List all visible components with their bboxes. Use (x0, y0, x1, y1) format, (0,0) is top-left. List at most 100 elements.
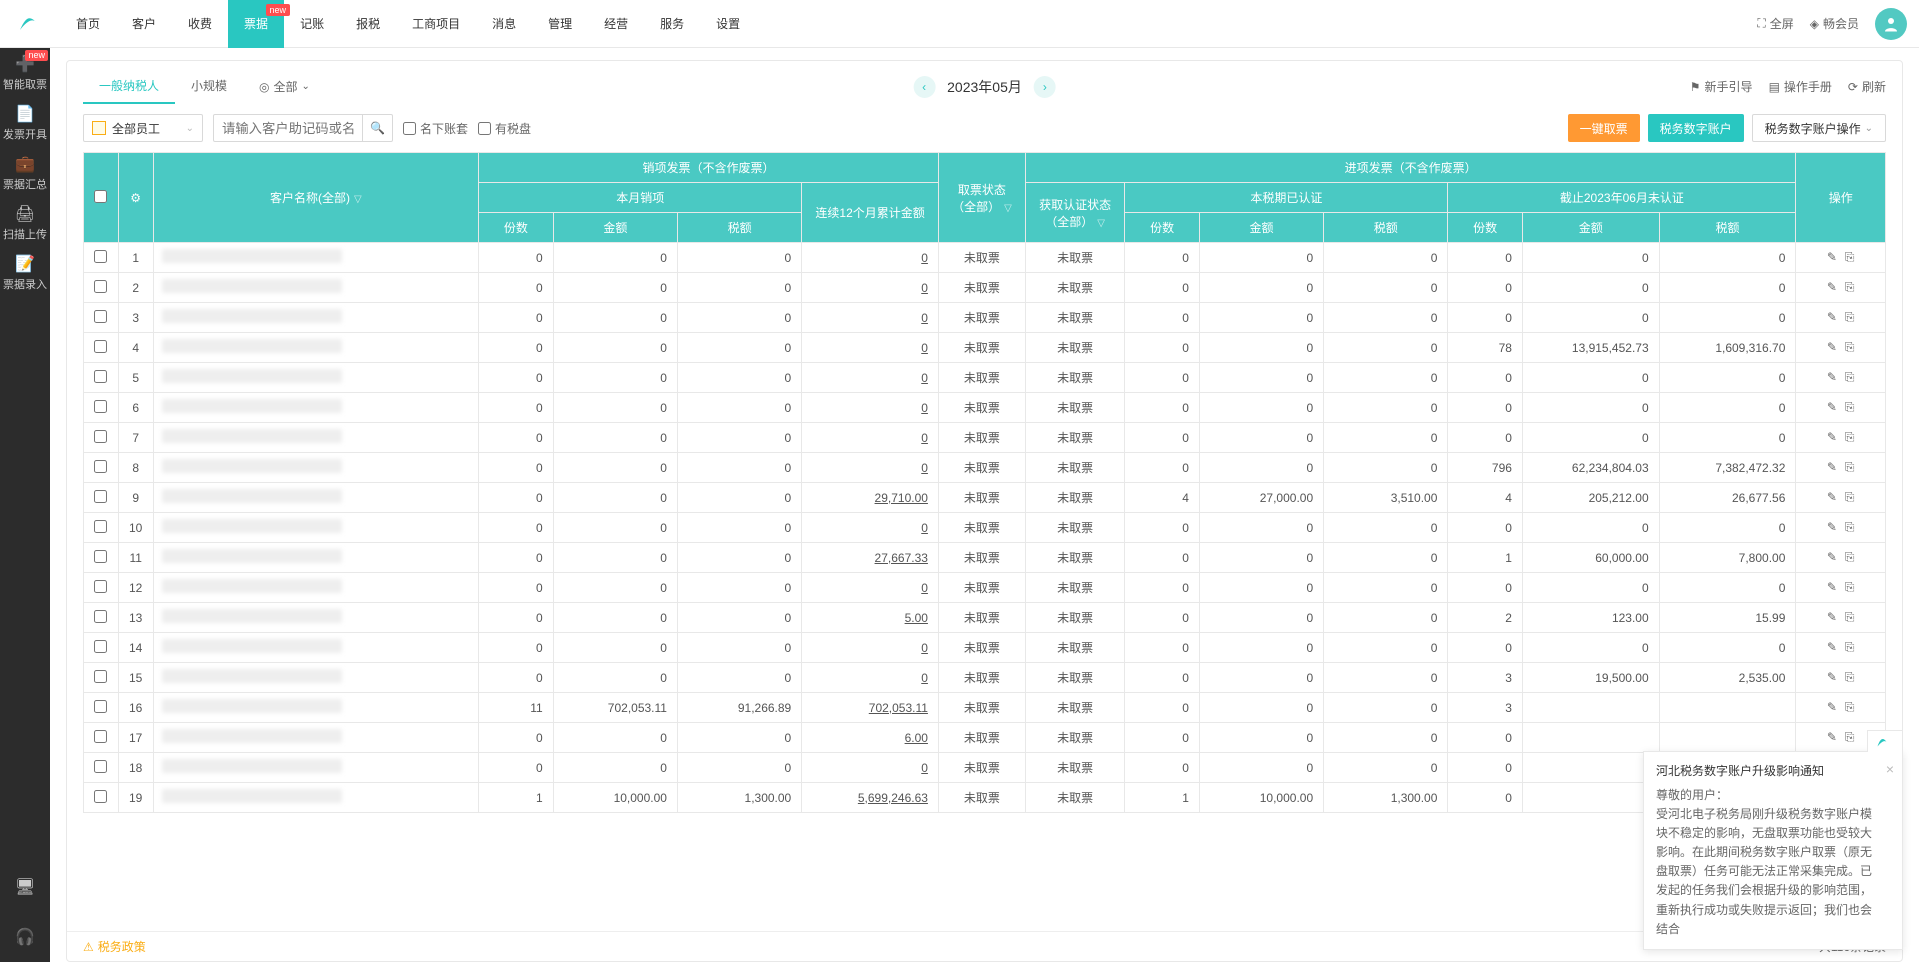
view-icon[interactable]: ⎘ (1845, 520, 1855, 535)
tab-1[interactable]: 小规模 (175, 69, 243, 104)
topnav-item-0[interactable]: 首页 (60, 0, 116, 48)
notification-tab-icon[interactable] (1867, 730, 1903, 752)
row-checkbox[interactable] (94, 670, 107, 683)
customer-name[interactable] (153, 393, 479, 423)
view-icon[interactable]: ⎘ (1845, 340, 1855, 355)
customer-name[interactable] (153, 243, 479, 273)
customer-name[interactable] (153, 363, 479, 393)
employee-select[interactable]: 全部员工 ⌄ (83, 114, 203, 142)
customer-name[interactable] (153, 723, 479, 753)
view-icon[interactable]: ⎘ (1845, 550, 1855, 565)
digital-account-button[interactable]: 税务数字账户 (1648, 114, 1744, 142)
name-account-checkbox[interactable]: 名下账套 (403, 120, 468, 137)
sidebar-item-4[interactable]: 📝票据录入 (0, 248, 50, 298)
search-input[interactable] (213, 114, 363, 142)
tab-0[interactable]: 一般纳税人 (83, 69, 175, 104)
edit-icon[interactable]: ✎ (1827, 490, 1837, 505)
edit-icon[interactable]: ✎ (1827, 610, 1837, 625)
view-icon[interactable]: ⎘ (1845, 700, 1855, 715)
edit-icon[interactable]: ✎ (1827, 730, 1837, 745)
cell-cum12[interactable]: 0 (802, 633, 939, 663)
view-icon[interactable]: ⎘ (1845, 310, 1855, 325)
view-icon[interactable]: ⎘ (1845, 430, 1855, 445)
customer-name[interactable] (153, 333, 479, 363)
row-checkbox[interactable] (94, 610, 107, 623)
view-icon[interactable]: ⎘ (1845, 730, 1855, 745)
sidebar-item-2[interactable]: 💼票据汇总 (0, 148, 50, 198)
row-checkbox[interactable] (94, 520, 107, 533)
month-label[interactable]: 2023年05月 (947, 77, 1022, 97)
edit-icon[interactable]: ✎ (1827, 280, 1837, 295)
cell-cum12[interactable]: 0 (802, 573, 939, 603)
cell-cum12[interactable]: 0 (802, 423, 939, 453)
cell-cum12[interactable]: 0 (802, 393, 939, 423)
topnav-item-7[interactable]: 消息 (476, 0, 532, 48)
cell-cum12[interactable]: 0 (802, 273, 939, 303)
search-button[interactable]: 🔍 (363, 114, 393, 142)
sidebar-item-1[interactable]: 📄发票开具 (0, 98, 50, 148)
cell-cum12[interactable]: 0 (802, 243, 939, 273)
fullscreen-button[interactable]: ⛶ 全屏 (1757, 15, 1793, 32)
cell-cum12[interactable]: 0 (802, 513, 939, 543)
cell-cum12[interactable]: 27,667.33 (802, 543, 939, 573)
edit-icon[interactable]: ✎ (1827, 520, 1837, 535)
view-icon[interactable]: ⎘ (1845, 400, 1855, 415)
avatar[interactable] (1875, 8, 1907, 40)
sidebar-item-0[interactable]: ➕智能取票new (0, 48, 50, 98)
topnav-item-9[interactable]: 经营 (588, 0, 644, 48)
edit-icon[interactable]: ✎ (1827, 670, 1837, 685)
customer-name[interactable] (153, 303, 479, 333)
row-checkbox[interactable] (94, 550, 107, 563)
row-checkbox[interactable] (94, 430, 107, 443)
row-checkbox[interactable] (94, 280, 107, 293)
customer-name[interactable] (153, 273, 479, 303)
edit-icon[interactable]: ✎ (1827, 310, 1837, 325)
row-checkbox[interactable] (94, 340, 107, 353)
view-icon[interactable]: ⎘ (1845, 280, 1855, 295)
manual-button[interactable]: ▤操作手册 (1769, 78, 1832, 95)
row-checkbox[interactable] (94, 730, 107, 743)
cell-cum12[interactable]: 29,710.00 (802, 483, 939, 513)
customer-name[interactable] (153, 783, 479, 813)
edit-icon[interactable]: ✎ (1827, 370, 1837, 385)
topnav-item-5[interactable]: 报税 (340, 0, 396, 48)
sidebar-item-3[interactable]: 🖨扫描上传 (0, 198, 50, 248)
customer-name[interactable] (153, 423, 479, 453)
scope-selector[interactable]: ◎ 全部 ⌄ (259, 78, 310, 95)
customer-name[interactable] (153, 483, 479, 513)
cell-cum12[interactable]: 0 (802, 753, 939, 783)
col-fetch-status[interactable]: 取票状态（全部）▽ (938, 153, 1025, 243)
cell-cum12[interactable]: 0 (802, 453, 939, 483)
topnav-item-10[interactable]: 服务 (644, 0, 700, 48)
topnav-item-8[interactable]: 管理 (532, 0, 588, 48)
customer-name[interactable] (153, 753, 479, 783)
row-checkbox[interactable] (94, 760, 107, 773)
cell-cum12[interactable]: 5.00 (802, 603, 939, 633)
customer-name[interactable] (153, 513, 479, 543)
view-icon[interactable]: ⎘ (1845, 610, 1855, 625)
fetch-invoice-button[interactable]: 一键取票 (1568, 114, 1640, 142)
view-icon[interactable]: ⎘ (1845, 460, 1855, 475)
topnav-item-4[interactable]: 记账 (284, 0, 340, 48)
edit-icon[interactable]: ✎ (1827, 640, 1837, 655)
row-checkbox[interactable] (94, 640, 107, 653)
view-icon[interactable]: ⎘ (1845, 250, 1855, 265)
refresh-button[interactable]: ⟳刷新 (1848, 78, 1886, 95)
customer-name[interactable] (153, 633, 479, 663)
edit-icon[interactable]: ✎ (1827, 250, 1837, 265)
edit-icon[interactable]: ✎ (1827, 430, 1837, 445)
edit-icon[interactable]: ✎ (1827, 460, 1837, 475)
table-settings-button[interactable]: ⚙ (118, 153, 153, 243)
col-customer[interactable]: 客户名称(全部)▽ (153, 153, 479, 243)
edit-icon[interactable]: ✎ (1827, 340, 1837, 355)
row-checkbox[interactable] (94, 700, 107, 713)
customer-name[interactable] (153, 453, 479, 483)
row-checkbox[interactable] (94, 490, 107, 503)
customer-name[interactable] (153, 693, 479, 723)
sidebar-monitor-icon[interactable]: 🖥 (0, 862, 50, 912)
topnav-item-11[interactable]: 设置 (700, 0, 756, 48)
view-icon[interactable]: ⎘ (1845, 370, 1855, 385)
tax-policy-link[interactable]: ⚠ 税务政策 (83, 938, 146, 955)
member-button[interactable]: ◈ 畅会员 (1810, 15, 1859, 32)
edit-icon[interactable]: ✎ (1827, 550, 1837, 565)
